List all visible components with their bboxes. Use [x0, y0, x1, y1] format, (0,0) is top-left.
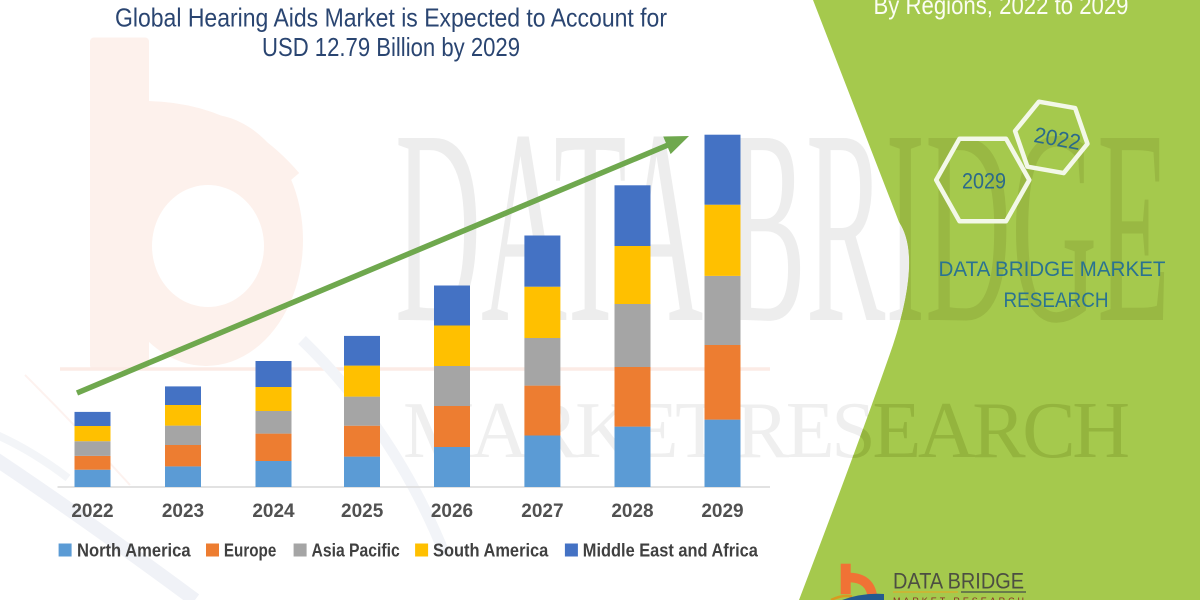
- svg-text:By Regions, 2022 to 2029: By Regions, 2022 to 2029: [874, 0, 1129, 20]
- svg-text:2027: 2027: [521, 501, 563, 522]
- svg-text:2026: 2026: [431, 501, 473, 522]
- svg-text:Middle East and Africa: Middle East and Africa: [583, 541, 759, 561]
- svg-text:2022: 2022: [71, 501, 113, 522]
- svg-text:RESEARCH: RESEARCH: [1004, 289, 1109, 312]
- svg-text:Europe: Europe: [224, 541, 276, 561]
- svg-text:2029: 2029: [962, 169, 1006, 194]
- svg-text:2023: 2023: [162, 501, 204, 522]
- svg-text:MARKET RESEARCH: MARKET RESEARCH: [893, 596, 1024, 600]
- svg-text:USD 12.79 Billion by 2029: USD 12.79 Billion by 2029: [262, 32, 520, 62]
- svg-text:2025: 2025: [341, 501, 384, 522]
- svg-text:Global Hearing Aids Market is: Global Hearing Aids Market is Expected t…: [115, 3, 667, 33]
- svg-text:DATA BRIDGE MARKET: DATA BRIDGE MARKET: [939, 258, 1166, 281]
- svg-text:2024: 2024: [252, 501, 295, 522]
- svg-text:North America: North America: [77, 541, 192, 561]
- svg-text:South America: South America: [433, 541, 549, 561]
- svg-text:Asia Pacific: Asia Pacific: [312, 541, 400, 561]
- svg-text:DATA BRIDGE: DATA BRIDGE: [893, 569, 1024, 594]
- svg-text:2028: 2028: [611, 501, 653, 522]
- svg-text:2029: 2029: [701, 501, 743, 522]
